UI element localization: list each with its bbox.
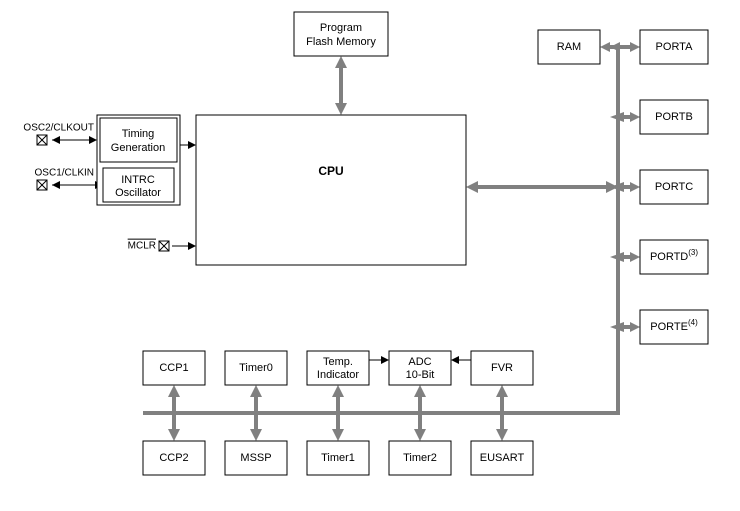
line-timing-cpu [180,141,196,149]
label-adc2: 10-Bit [406,369,435,381]
label-ccp1: CCP1 [159,362,188,374]
pin-osc1: OSC1/CLKIN [35,168,94,190]
label-timer0: Timer0 [239,362,273,374]
node-portc: PORTC [640,170,708,204]
node-fvr: FVR [471,351,533,385]
node-intrc: INTRC Oscillator [103,168,174,202]
label-portc: PORTC [655,181,693,193]
line-osc2 [52,136,97,144]
label-eusart: EUSART [480,452,525,464]
node-ram: RAM [538,30,600,64]
node-porte: PORTE(4) [640,310,708,344]
label-flash: Flash Memory [306,36,376,48]
bus-portb [610,112,640,122]
label-porte: PORTE [650,321,688,333]
label-program: Program [320,22,362,34]
label-portd-sup: (3) [688,248,698,257]
label-portd: PORTD [650,251,688,263]
label-porte-sup: (4) [688,318,698,327]
node-timer0: Timer0 [225,351,287,385]
label-temp2: Indicator [317,369,360,381]
label-cpu: CPU [318,164,343,178]
node-portb: PORTB [640,100,708,134]
label-temp1: Temp. [323,356,353,368]
node-ccp2: CCP2 [143,441,205,475]
label-ram: RAM [557,41,581,53]
label-timing1: Timing [122,128,155,140]
node-timer2: Timer2 [389,441,451,475]
line-fvr-adc [451,356,471,364]
line-mclr [172,242,196,250]
line-temp-adc [369,356,389,364]
label-mclr: MCLR [128,241,156,252]
label-mssp: MSSP [240,452,271,464]
node-cpu: CPU [196,115,466,265]
label-ccp2: CCP2 [159,452,188,464]
bus-porta [610,42,640,52]
bus-porte [610,322,640,332]
label-intrc2: Oscillator [115,187,161,199]
line-osc1 [52,181,103,189]
node-porta: PORTA [640,30,708,64]
node-temp: Temp. Indicator [307,351,369,385]
label-osc1: OSC1/CLKIN [35,168,94,179]
bus-flash-cpu [335,56,347,115]
label-fvr: FVR [491,362,513,374]
bus-portd [610,252,640,262]
label-intrc1: INTRC [121,174,155,186]
node-mssp: MSSP [225,441,287,475]
node-ccp1: CCP1 [143,351,205,385]
label-adc1: ADC [408,356,431,368]
pin-mclr: MCLR [128,241,169,252]
label-timer2: Timer2 [403,452,437,464]
label-osc2: OSC2/CLKOUT [23,123,94,134]
bus-cpu-spine [466,181,618,193]
node-timer1: Timer1 [307,441,369,475]
label-portb: PORTB [655,111,693,123]
label-timing2: Generation [111,142,165,154]
label-timer1: Timer1 [321,452,355,464]
node-timing: Timing Generation [100,118,177,162]
label-porta: PORTA [656,41,694,53]
node-adc: ADC 10-Bit [389,351,451,385]
node-portd: PORTD(3) [640,240,708,274]
node-program-flash: Program Flash Memory [294,12,388,56]
node-eusart: EUSART [471,441,533,475]
bus-portc [610,182,640,192]
